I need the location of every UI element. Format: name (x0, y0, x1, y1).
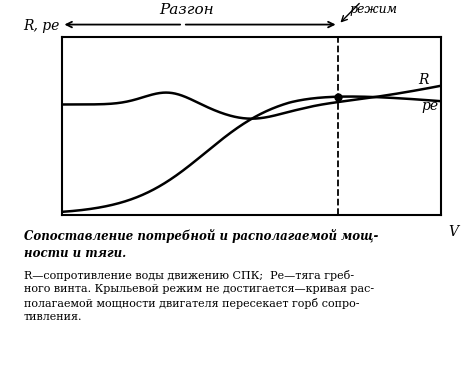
Text: R—сопротивление воды движению СПК;  Pе—тяга греб-
ного винта. Крыльевой режим не: R—сопротивление воды движению СПК; Pе—тя… (24, 270, 374, 322)
Text: pе: pе (422, 99, 439, 112)
Text: R, pе: R, pе (24, 20, 60, 33)
Text: Сопоставление потребной и располагаемой мощ-
ности и тяги.: Сопоставление потребной и располагаемой … (24, 229, 378, 260)
Text: Разгон: Разгон (159, 3, 214, 17)
Text: R: R (418, 73, 428, 87)
Text: V: V (448, 225, 458, 239)
Text: Основной
режим: Основной режим (350, 0, 414, 16)
